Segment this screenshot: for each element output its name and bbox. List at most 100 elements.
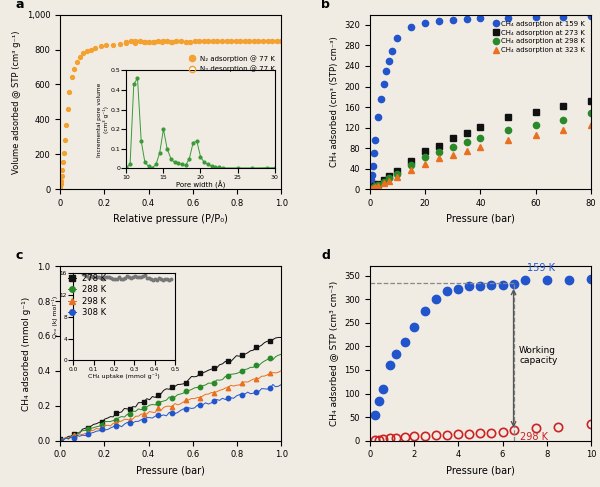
CH₄ adsorption at 298 K [386,175,393,181]
CH₄ adsorption at 159 K [368,172,375,178]
CH₄ adsorption at 159 K [463,16,470,21]
X-axis label: Relative pressure (P/P₀): Relative pressure (P/P₀) [113,213,228,224]
CH₄ adsorption at 159 K [367,185,374,191]
CH₄ adsorption at 159 K [370,150,377,156]
CH₄ adsorption at 298 K [449,144,457,150]
CH₄ adsorption at 273 K [380,177,387,183]
CH₄ adsorption at 273 K [463,130,470,136]
CH₄ adsorption at 298 K [421,154,428,160]
CH₄ adsorption at 323 K [477,144,484,150]
Line: CH₄ adsorption at 298 K: CH₄ adsorption at 298 K [367,110,594,192]
CH₄ adsorption at 273 K [394,169,401,174]
CH₄ adsorption at 323 K [369,185,376,191]
Y-axis label: Volume adsorbed @ STP (cm³ g⁻¹): Volume adsorbed @ STP (cm³ g⁻¹) [12,30,21,174]
CH₄ adsorption at 273 K [374,181,382,187]
CH₄ adsorption at 273 K [386,173,393,179]
Legend: 278 K, 288 K, 298 K, 308 K: 278 K, 288 K, 298 K, 308 K [64,270,110,320]
CH₄ adsorption at 323 K [374,183,382,188]
CH₄ adsorption at 159 K [505,15,512,20]
Line: CH₄ adsorption at 159 K: CH₄ adsorption at 159 K [367,13,594,191]
CH₄ adsorption at 298 K [371,183,379,189]
CH₄ adsorption at 159 K [380,81,387,87]
Y-axis label: CH₄ adsorbed (mmol g⁻¹): CH₄ adsorbed (mmol g⁻¹) [22,296,31,411]
CH₄ adsorption at 273 K [587,98,595,104]
CH₄ adsorption at 159 K [587,13,595,19]
X-axis label: Pressure (bar): Pressure (bar) [136,465,205,475]
Text: 298 K: 298 K [520,432,548,442]
Y-axis label: CH₄ adsorbed (cm³ (STP) cm⁻³): CH₄ adsorbed (cm³ (STP) cm⁻³) [329,37,338,168]
CH₄ adsorption at 323 K [407,167,415,173]
CH₄ adsorption at 323 K [367,186,374,192]
CH₄ adsorption at 159 K [367,184,374,189]
CH₄ adsorption at 323 K [421,161,428,167]
Text: 159 K: 159 K [527,263,555,273]
CH₄ adsorption at 298 K [587,111,595,116]
CH₄ adsorption at 273 K [368,185,375,191]
Line: CH₄ adsorption at 273 K: CH₄ adsorption at 273 K [367,98,594,192]
CH₄ adsorption at 298 K [532,122,539,128]
CH₄ adsorption at 159 K [394,35,401,40]
CH₄ adsorption at 159 K [532,14,539,20]
CH₄ adsorption at 159 K [386,58,393,64]
CH₄ adsorption at 159 K [369,163,376,169]
CH₄ adsorption at 298 K [394,171,401,177]
Text: c: c [16,249,23,262]
CH₄ adsorption at 298 K [505,127,512,133]
CH₄ adsorption at 273 K [407,158,415,164]
CH₄ adsorption at 323 K [368,186,375,192]
CH₄ adsorption at 323 K [435,155,442,161]
CH₄ adsorption at 323 K [505,137,512,143]
CH₄ adsorption at 159 K [477,15,484,21]
CH₄ adsorption at 273 K [449,135,457,141]
CH₄ adsorption at 273 K [435,143,442,149]
CH₄ adsorption at 159 K [388,48,395,54]
CH₄ adsorption at 323 K [386,178,393,184]
Legend: CH₄ adsorption at 159 K, CH₄ adsorption at 273 K, CH₄ adsorption at 298 K, CH₄ a: CH₄ adsorption at 159 K, CH₄ adsorption … [491,18,587,56]
CH₄ adsorption at 273 K [421,148,428,154]
CH₄ adsorption at 298 K [477,135,484,141]
CH₄ adsorption at 159 K [560,14,567,19]
CH₄ adsorption at 298 K [380,179,387,185]
CH₄ adsorption at 298 K [369,185,376,190]
CH₄ adsorption at 298 K [368,185,375,191]
CH₄ adsorption at 298 K [463,139,470,145]
CH₄ adsorption at 323 K [463,148,470,154]
CH₄ adsorption at 323 K [371,184,379,190]
CH₄ adsorption at 159 K [383,68,390,74]
Line: CH₄ adsorption at 323 K: CH₄ adsorption at 323 K [367,122,594,192]
CH₄ adsorption at 159 K [368,177,375,183]
CH₄ adsorption at 159 K [371,137,379,143]
CH₄ adsorption at 298 K [435,149,442,155]
X-axis label: Pressure (bar): Pressure (bar) [446,213,515,224]
CH₄ adsorption at 273 K [371,183,379,188]
CH₄ adsorption at 273 K [369,184,376,190]
CH₄ adsorption at 323 K [587,122,595,128]
CH₄ adsorption at 273 K [505,114,512,120]
CH₄ adsorption at 298 K [374,182,382,187]
CH₄ adsorption at 323 K [380,180,387,186]
CH₄ adsorption at 159 K [367,182,374,187]
Text: Working
capacity: Working capacity [519,346,557,365]
CH₄ adsorption at 273 K [477,124,484,130]
Y-axis label: CH₄ adsorbed @ STP (cm³ cm⁻³): CH₄ adsorbed @ STP (cm³ cm⁻³) [329,281,338,426]
CH₄ adsorption at 323 K [394,174,401,180]
CH₄ adsorption at 159 K [435,18,442,24]
CH₄ adsorption at 273 K [367,186,374,192]
CH₄ adsorption at 323 K [532,132,539,138]
CH₄ adsorption at 159 K [374,114,382,120]
Text: d: d [321,249,330,262]
CH₄ adsorption at 159 K [407,24,415,30]
CH₄ adsorption at 323 K [449,152,457,158]
CH₄ adsorption at 298 K [367,186,374,192]
CH₄ adsorption at 159 K [421,20,428,26]
CH₄ adsorption at 298 K [407,162,415,168]
CH₄ adsorption at 159 K [377,96,385,102]
Text: b: b [321,0,330,11]
CH₄ adsorption at 159 K [449,17,457,23]
CH₄ adsorption at 298 K [560,117,567,123]
X-axis label: Pressure (bar): Pressure (bar) [446,465,515,475]
CH₄ adsorption at 323 K [560,127,567,133]
CH₄ adsorption at 273 K [532,109,539,115]
Legend: N₂ adsorption @ 77 K, N₂ desorption @ 77 K: N₂ adsorption @ 77 K, N₂ desorption @ 77… [186,52,278,75]
CH₄ adsorption at 273 K [560,103,567,109]
